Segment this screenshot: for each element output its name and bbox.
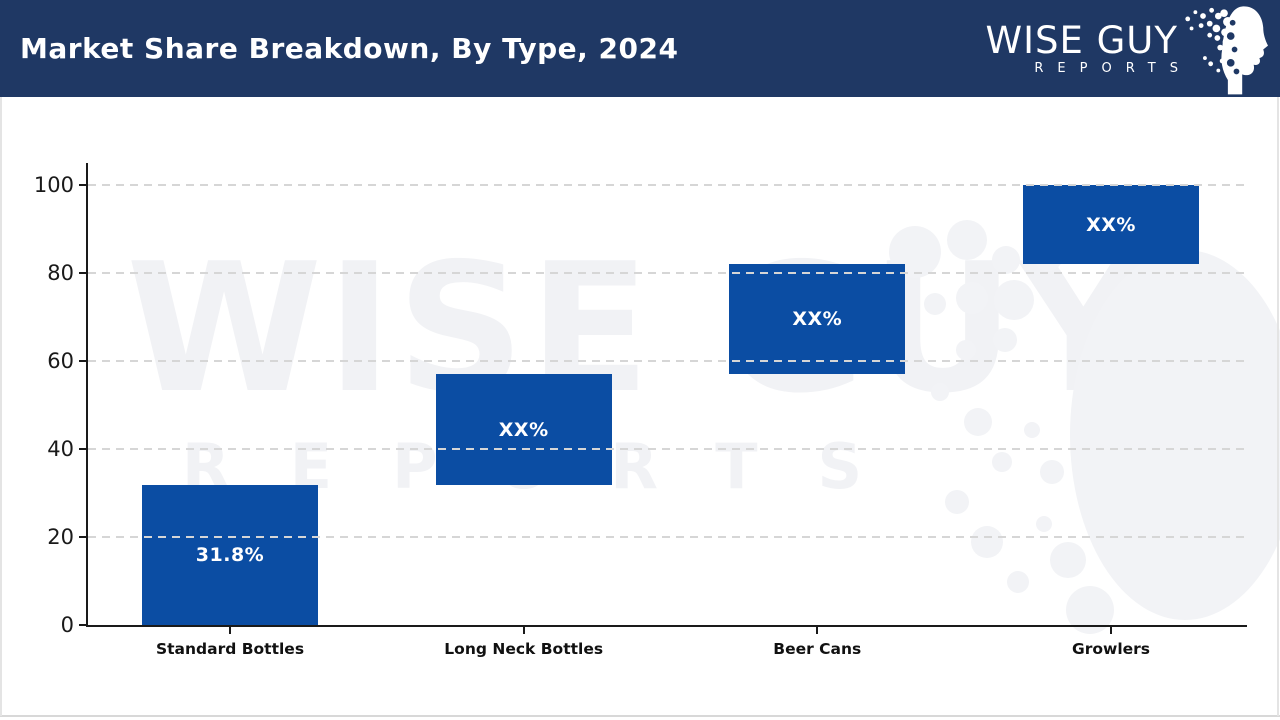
y-tick-label-0: 0	[60, 613, 74, 637]
gridline-80	[88, 272, 1246, 274]
y-axis	[86, 163, 88, 627]
bar-growlers: XX%	[1023, 185, 1199, 265]
y-tick-mark	[79, 272, 87, 274]
y-tick-label-40: 40	[47, 437, 74, 461]
y-tick-mark	[79, 184, 87, 186]
watermark-wordmark: WISE GUY	[126, 225, 1152, 432]
header-bar: Market Share Breakdown, By Type, 2024 WI…	[0, 0, 1280, 97]
bar-value-label: 31.8%	[195, 544, 265, 567]
bar-beer-cans: XX%	[729, 264, 906, 375]
gridline-40	[88, 448, 1246, 450]
logo-text: WISE GUY REPORTS	[985, 19, 1179, 75]
bar-value-label: XX%	[1086, 213, 1136, 236]
gridline-20	[88, 536, 1246, 538]
gridline-100	[88, 184, 1246, 186]
logo-face-icon	[1185, 5, 1268, 94]
y-tick-label-80: 80	[47, 261, 74, 285]
x-axis	[86, 625, 1247, 627]
gridline-60	[88, 360, 1246, 362]
bar-long-neck-bottles: XX%	[435, 374, 612, 486]
category-label-beer-cans: Beer Cans	[773, 640, 862, 658]
logo-subtitle: REPORTS	[1034, 61, 1192, 76]
bar-value-label: XX%	[792, 308, 843, 331]
panel-border-right	[1277, 97, 1279, 716]
y-tick-mark	[79, 448, 87, 450]
x-tick-mark	[1110, 627, 1112, 634]
bar-value-label: XX%	[498, 418, 549, 441]
panel-border-left	[0, 97, 2, 716]
x-tick-mark	[229, 627, 231, 634]
bar-standard-bottles: 31.8%	[142, 485, 318, 625]
x-tick-mark	[522, 627, 525, 634]
y-tick-mark	[79, 536, 87, 538]
y-tick-label-100: 100	[33, 173, 74, 197]
category-label-standard-bottles: Standard Bottles	[155, 640, 305, 658]
category-label-long-neck-bottles: Long Neck Bottles	[444, 640, 604, 658]
wiseguy-logo: WISE GUY REPORTS	[986, 0, 1268, 97]
page-title: Market Share Breakdown, By Type, 2024	[20, 32, 679, 65]
category-label-growlers: Growlers	[1071, 640, 1151, 658]
y-tick-mark	[79, 360, 87, 362]
y-tick-label-60: 60	[47, 349, 74, 373]
logo-wordmark: WISE GUY	[985, 19, 1178, 62]
panel-border-bottom	[0, 715, 1280, 717]
y-tick-mark	[79, 624, 87, 626]
y-tick-label-20: 20	[47, 525, 74, 549]
x-tick-mark	[816, 627, 819, 634]
